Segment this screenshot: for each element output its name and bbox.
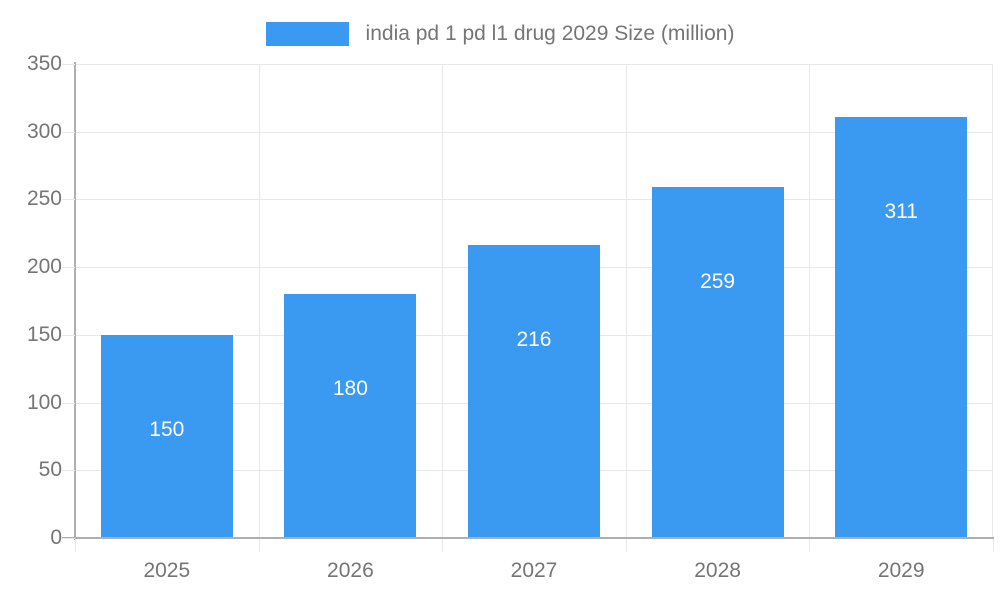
x-axis-tick-label: 2026 bbox=[327, 559, 374, 582]
y-axis-tick-label: 150 bbox=[26, 322, 62, 346]
gridline-vertical bbox=[442, 64, 444, 538]
x-axis-tick-label: 2029 bbox=[877, 559, 925, 582]
bar-value-label: 180 bbox=[332, 377, 368, 401]
gridline-vertical bbox=[625, 64, 627, 538]
gridline-horizontal bbox=[75, 131, 993, 133]
gridline-horizontal bbox=[75, 199, 993, 201]
gridline-vertical bbox=[258, 64, 260, 538]
y-axis-tick-label: 0 bbox=[50, 526, 62, 549]
chart-legend: india pd 1 pd l1 drug 2029 Size (million… bbox=[0, 14, 1000, 54]
plot-right-border bbox=[992, 64, 993, 538]
y-axis-tick-label: 300 bbox=[26, 119, 62, 143]
y-axis-tick bbox=[62, 402, 75, 404]
y-axis-tick-label: 100 bbox=[26, 390, 62, 414]
bar-2025[interactable]: 150 bbox=[100, 334, 233, 538]
x-axis-tick bbox=[625, 539, 627, 552]
x-axis-tick bbox=[809, 539, 811, 552]
x-axis-tick-label: 2025 bbox=[143, 559, 191, 582]
legend-color-swatch[interactable] bbox=[265, 22, 349, 46]
x-axis-tick bbox=[258, 539, 260, 552]
y-axis-tick bbox=[62, 131, 75, 133]
x-axis-tick bbox=[75, 539, 76, 552]
bar-2029[interactable]: 311 bbox=[835, 116, 968, 538]
y-axis-tick bbox=[62, 334, 75, 336]
x-axis-tick-label: 2027 bbox=[510, 559, 558, 582]
y-axis-tick-label: 50 bbox=[38, 458, 62, 482]
x-axis-tick bbox=[993, 539, 994, 552]
y-axis-line bbox=[74, 62, 76, 540]
y-axis-tick bbox=[62, 470, 75, 472]
y-axis-tick bbox=[62, 199, 75, 201]
x-axis-line bbox=[62, 537, 994, 539]
plot-area: 150 180 216 259 311 bbox=[75, 64, 993, 539]
bar-2028[interactable]: 259 bbox=[651, 187, 784, 538]
y-axis-tick-label: 350 bbox=[26, 52, 62, 75]
bar-value-label: 150 bbox=[149, 417, 185, 441]
x-axis-tick bbox=[442, 539, 444, 552]
bar-value-label: 311 bbox=[884, 199, 918, 223]
y-axis-tick bbox=[62, 267, 75, 269]
bar-2027[interactable]: 216 bbox=[467, 245, 601, 538]
legend-series-label[interactable]: india pd 1 pd l1 drug 2029 Size (million… bbox=[365, 22, 735, 45]
y-axis-tick-label: 200 bbox=[26, 255, 62, 279]
y-axis-tick-label: 250 bbox=[26, 187, 62, 211]
bar-2026[interactable]: 180 bbox=[284, 294, 417, 538]
x-axis-tick-label: 2028 bbox=[694, 559, 741, 582]
y-axis-tick bbox=[62, 64, 75, 65]
gridline-horizontal bbox=[75, 64, 993, 65]
gridline-vertical bbox=[809, 64, 811, 538]
y-axis-labels: 350 300 250 200 150 100 50 0 bbox=[0, 53, 71, 548]
y-axis-tick bbox=[62, 538, 75, 539]
bar-value-label: 216 bbox=[516, 328, 552, 352]
bar-value-label: 259 bbox=[700, 270, 736, 294]
